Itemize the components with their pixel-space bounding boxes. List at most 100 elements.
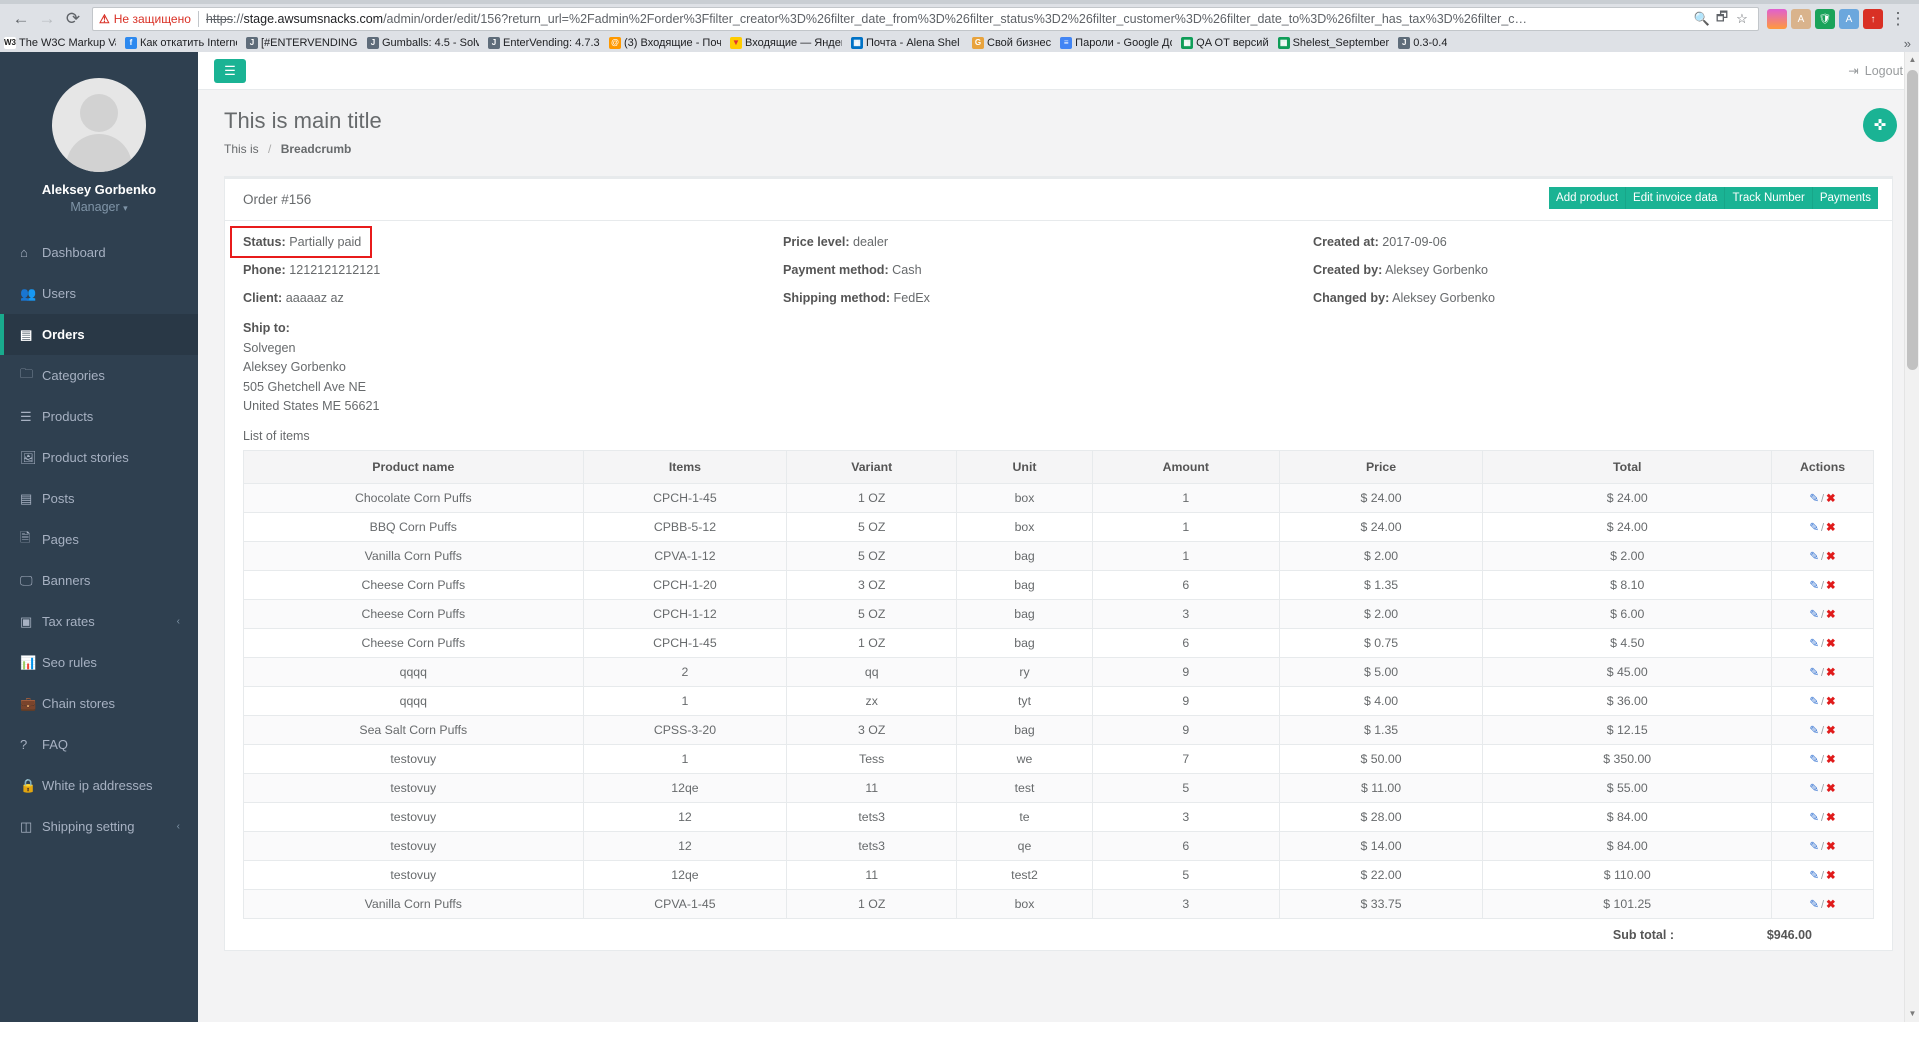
- bookmark-item[interactable]: ≡ Пароли - Google До: [1060, 37, 1172, 49]
- vertical-scrollbar[interactable]: ▲ ▼: [1904, 52, 1919, 1022]
- column-header-variant[interactable]: Variant: [786, 449, 958, 484]
- sidebar-item-white-ip-addresses[interactable]: 🔒 White ip addresses: [0, 765, 198, 806]
- extension-gradient-icon[interactable]: [1767, 9, 1787, 29]
- sidebar-item-pages[interactable]: 🗎 Pages: [0, 519, 198, 560]
- sidebar-item-posts[interactable]: ▤ Posts: [0, 478, 198, 519]
- delete-x-icon[interactable]: ✖: [1826, 608, 1836, 621]
- bookmarks-overflow-button[interactable]: »: [1903, 35, 1911, 51]
- bookmark-item[interactable]: ▦ QA ОТ версий: [1181, 37, 1269, 49]
- extension-adblock-icon[interactable]: A: [1791, 9, 1811, 29]
- pencil-icon[interactable]: ✎: [1809, 782, 1819, 795]
- pencil-icon[interactable]: ✎: [1809, 898, 1819, 911]
- bookmark-item[interactable]: J [#ENTERVENDING-36: [246, 37, 358, 49]
- sidebar-item-products[interactable]: ☰ Products: [0, 396, 198, 437]
- sidebar-item-tax-rates[interactable]: ▣ Tax rates ‹: [0, 601, 198, 642]
- delete-x-icon[interactable]: ✖: [1826, 637, 1836, 650]
- sidebar-item-faq[interactable]: ? FAQ: [0, 724, 198, 765]
- scroll-up-arrow-icon[interactable]: ▲: [1908, 55, 1917, 64]
- delete-x-icon[interactable]: ✖: [1826, 579, 1836, 592]
- pencil-icon[interactable]: ✎: [1809, 608, 1819, 621]
- delete-x-icon[interactable]: ✖: [1826, 753, 1836, 766]
- edit-invoice-data-button[interactable]: Edit invoice data: [1626, 187, 1726, 210]
- sidebar-item-categories[interactable]: 🗀 Categories: [0, 355, 198, 396]
- pencil-icon[interactable]: ✎: [1809, 753, 1819, 766]
- sidebar-item-seo-rules[interactable]: 📊 Seo rules: [0, 642, 198, 683]
- sidebar-item-shipping-setting[interactable]: ◫ Shipping setting ‹: [0, 806, 198, 847]
- profile-role[interactable]: Manager ▾: [0, 200, 198, 214]
- back-button[interactable]: ←: [12, 9, 30, 28]
- delete-x-icon[interactable]: ✖: [1826, 695, 1836, 708]
- bookmark-label: QA ОТ версий: [1196, 37, 1269, 49]
- column-header-amount[interactable]: Amount: [1091, 449, 1280, 484]
- column-header-product-name[interactable]: Product name: [243, 449, 584, 484]
- sidebar-item-orders[interactable]: ▤ Orders: [0, 314, 198, 355]
- application-window: Aleksey Gorbenko Manager ▾ ⌂ Dashboard 👥…: [0, 52, 1919, 1022]
- bookmark-item[interactable]: ▦ Shelest_September: [1277, 37, 1390, 49]
- items-cell: CPVA-1-45: [582, 888, 788, 919]
- column-header-total[interactable]: Total: [1482, 449, 1773, 484]
- sidebar-item-product-stories[interactable]: 🖼 Product stories: [0, 437, 198, 478]
- scroll-down-arrow-icon[interactable]: ▼: [1908, 1009, 1917, 1018]
- list-icon: ☰: [20, 408, 32, 424]
- logout-button[interactable]: ⇥ Logout: [1848, 63, 1903, 79]
- page-icon: 🗎: [20, 529, 31, 545]
- bookmark-item[interactable]: J EnterVending: 4.7.3 -: [488, 37, 600, 49]
- column-header-price[interactable]: Price: [1278, 449, 1484, 484]
- sidebar-item-users[interactable]: 👥 Users: [0, 273, 198, 314]
- delete-x-icon[interactable]: ✖: [1826, 840, 1836, 853]
- delete-x-icon[interactable]: ✖: [1826, 869, 1836, 882]
- column-header-unit[interactable]: Unit: [956, 449, 1093, 484]
- sidebar-item-banners[interactable]: 🖵 Banners: [0, 560, 198, 601]
- pencil-icon[interactable]: ✎: [1809, 637, 1819, 650]
- track-number-button[interactable]: Track Number: [1725, 187, 1813, 210]
- pencil-icon[interactable]: ✎: [1809, 579, 1819, 592]
- delete-x-icon[interactable]: ✖: [1826, 782, 1836, 795]
- pencil-icon[interactable]: ✎: [1809, 724, 1819, 737]
- delete-x-icon[interactable]: ✖: [1826, 811, 1836, 824]
- pencil-icon[interactable]: ✎: [1809, 666, 1819, 679]
- delete-x-icon[interactable]: ✖: [1826, 666, 1836, 679]
- sidebar-item-dashboard[interactable]: ⌂ Dashboard: [0, 232, 198, 273]
- bookmark-star-icon[interactable]: ☆: [1736, 11, 1748, 26]
- puzzle-icon[interactable]: ✜: [1863, 108, 1897, 142]
- bookmark-item[interactable]: f Как откатить Internet: [125, 37, 237, 49]
- extension-red-icon[interactable]: ↑: [1863, 9, 1883, 29]
- tab-strip[interactable]: [0, 0, 1919, 4]
- pencil-icon[interactable]: ✎: [1809, 811, 1819, 824]
- column-header-items[interactable]: Items: [582, 449, 788, 484]
- payments-button[interactable]: Payments: [1812, 187, 1878, 210]
- menu-toggle-button[interactable]: ☰: [214, 58, 246, 83]
- forward-button[interactable]: →: [38, 9, 56, 28]
- sidebar-profile[interactable]: Aleksey Gorbenko Manager ▾: [0, 52, 198, 232]
- pencil-icon[interactable]: ✎: [1809, 840, 1819, 853]
- bookmark-item[interactable]: ▼ Входящие — Яндекс: [730, 37, 842, 49]
- delete-x-icon[interactable]: ✖: [1826, 521, 1836, 534]
- bookmark-label: Shelest_September: [1292, 37, 1390, 49]
- add-product-button[interactable]: Add product: [1549, 187, 1627, 210]
- address-bar[interactable]: ⚠ Не защищено https://stage.awsumsnacks.…: [92, 7, 1759, 31]
- pencil-icon[interactable]: ✎: [1809, 550, 1819, 563]
- breadcrumb-root[interactable]: This is: [224, 142, 259, 156]
- pencil-icon[interactable]: ✎: [1809, 521, 1819, 534]
- delete-x-icon[interactable]: ✖: [1826, 492, 1836, 505]
- delete-x-icon[interactable]: ✖: [1826, 724, 1836, 737]
- pencil-icon[interactable]: ✎: [1809, 869, 1819, 882]
- bookmark-item[interactable]: W3 The W3C Markup Val: [4, 37, 116, 49]
- pencil-icon[interactable]: ✎: [1809, 492, 1819, 505]
- delete-x-icon[interactable]: ✖: [1826, 898, 1836, 911]
- chrome-menu-button[interactable]: ⋮: [1889, 9, 1907, 28]
- extension-a-icon[interactable]: A: [1839, 9, 1859, 29]
- translate-icon[interactable]: 🗗: [1715, 9, 1729, 24]
- extension-shield-icon[interactable]: 🛡: [1815, 9, 1835, 29]
- scrollbar-thumb[interactable]: [1907, 70, 1918, 370]
- reload-button[interactable]: ⟳: [65, 9, 81, 28]
- sidebar-item-chain-stores[interactable]: 💼 Chain stores: [0, 683, 198, 724]
- bookmark-item[interactable]: G Свой бизнес: [972, 37, 1051, 49]
- delete-x-icon[interactable]: ✖: [1826, 550, 1836, 563]
- bookmark-item[interactable]: J Gumballs: 4.5 - Solve: [367, 37, 479, 49]
- pencil-icon[interactable]: ✎: [1809, 695, 1819, 708]
- bookmark-item[interactable]: @ (3) Входящие - Почт: [609, 37, 721, 49]
- bookmark-item[interactable]: J 0.3-0.4: [1398, 37, 1447, 49]
- search-icon[interactable]: 🔍: [1693, 11, 1711, 26]
- bookmark-item[interactable]: ▦ Почта - Alena Shel -: [851, 37, 963, 49]
